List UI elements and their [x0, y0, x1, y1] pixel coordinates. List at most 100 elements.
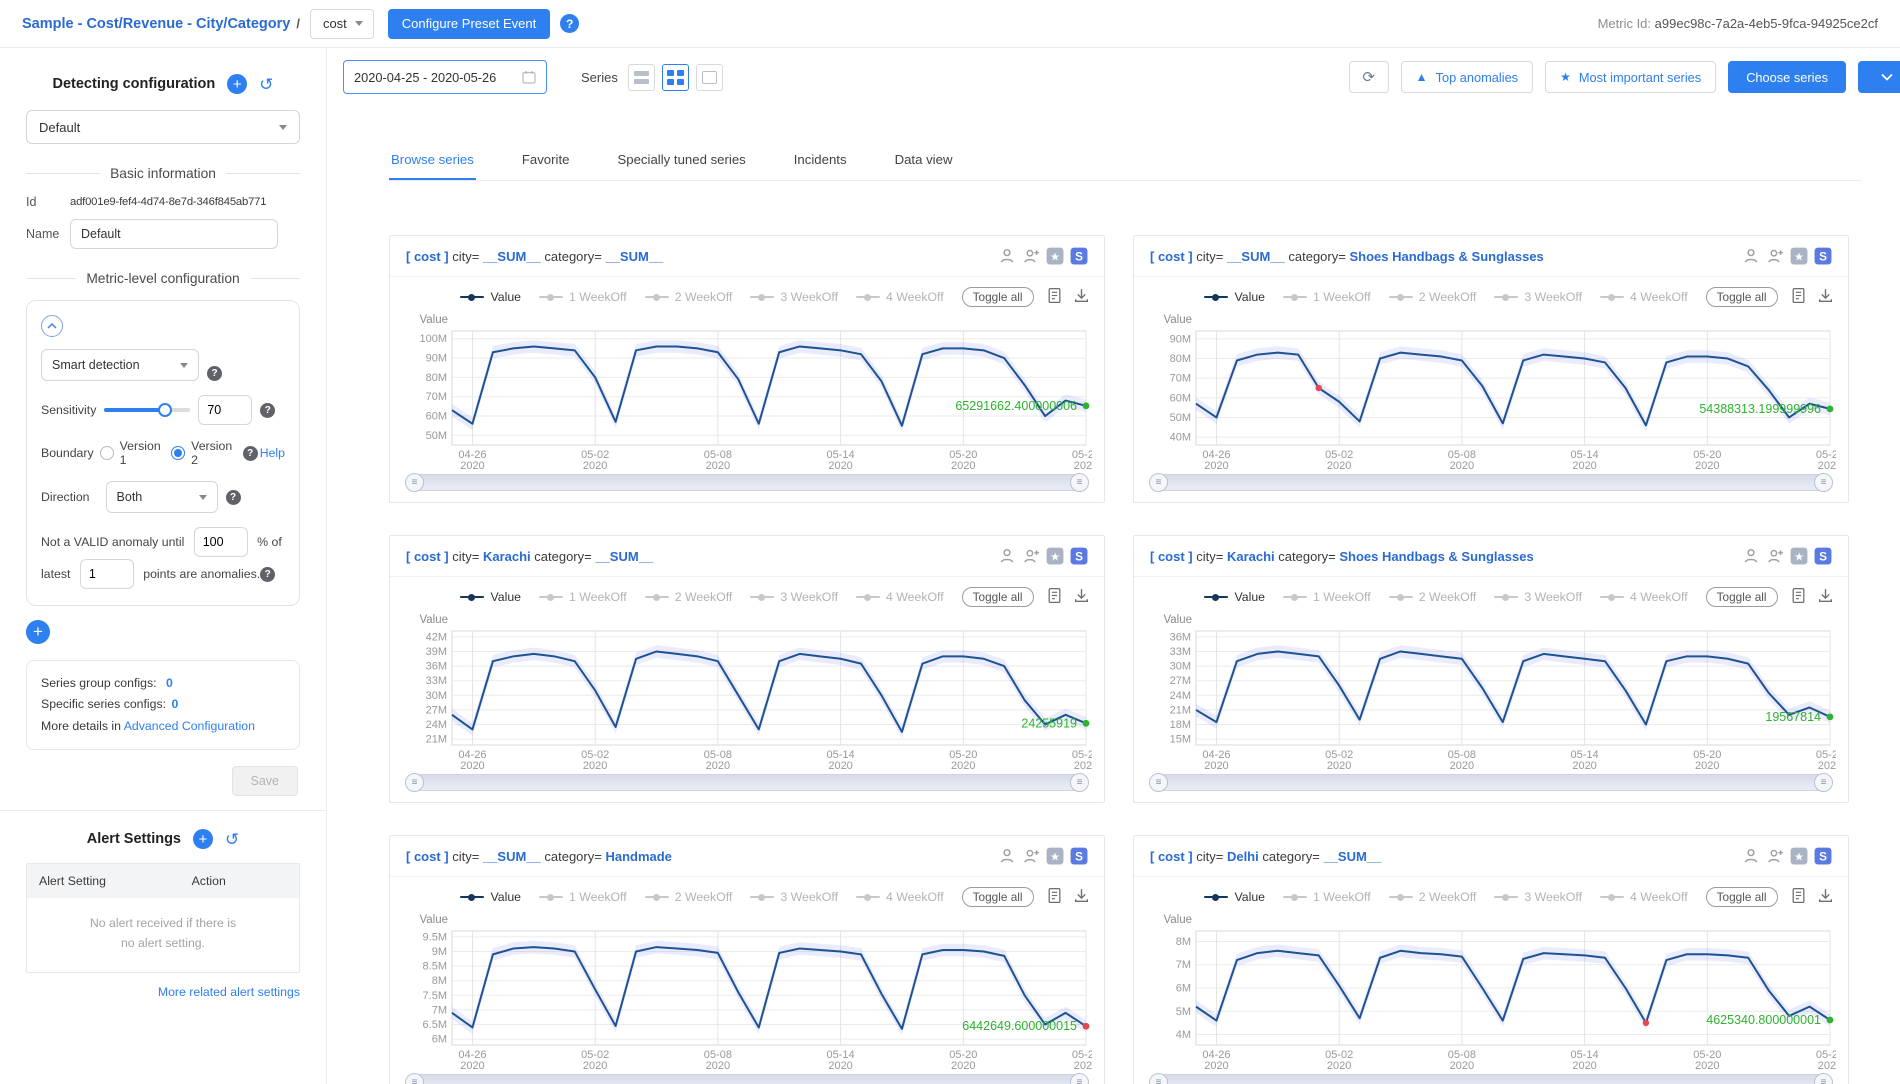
chart-scrollbar[interactable]: ≡ ≡ — [1149, 473, 1833, 492]
person-add-icon[interactable] — [1766, 247, 1784, 265]
person-add-icon[interactable] — [1766, 847, 1784, 865]
person-add-icon[interactable] — [1022, 247, 1040, 265]
chart-plot[interactable]: Value 100M 90M 80M 70M 60M 50M 04-26 2020 05-02 20… — [404, 311, 1100, 472]
chart-scrollbar[interactable]: ≡ ≡ — [1149, 1073, 1833, 1084]
series-group-count[interactable]: 0 — [165, 675, 173, 690]
series-badge-icon[interactable]: S — [1814, 547, 1832, 565]
series-badge-icon[interactable]: S — [1070, 547, 1088, 565]
tab-specially-tuned-series[interactable]: Specially tuned series — [617, 152, 746, 167]
legend-item[interactable]: 2 WeekOff — [644, 590, 732, 604]
legend-item[interactable]: 2 WeekOff — [644, 890, 732, 904]
history-icon[interactable]: ↺ — [259, 74, 274, 94]
name-field[interactable] — [70, 219, 278, 249]
toggle-all-button[interactable]: Toggle all — [961, 587, 1034, 607]
legend-item[interactable]: 1 WeekOff — [1283, 290, 1371, 304]
legend-item[interactable]: 2 WeekOff — [1388, 890, 1476, 904]
legend-item[interactable]: Value — [1204, 590, 1265, 604]
toggle-all-button[interactable]: Toggle all — [1705, 887, 1778, 907]
scrollbar-handle-icon[interactable]: ≡ — [405, 1073, 424, 1084]
question-icon[interactable]: ? — [225, 489, 241, 505]
legend-item[interactable]: 3 WeekOff — [1494, 890, 1582, 904]
favorite-star-icon[interactable]: ★ — [1790, 247, 1808, 265]
legend-item[interactable]: 4 WeekOff — [1600, 590, 1688, 604]
boundary-version2-radio[interactable] — [171, 446, 186, 460]
data-sheet-icon[interactable] — [1046, 887, 1063, 904]
toggle-all-button[interactable]: Toggle all — [961, 887, 1034, 907]
series-title[interactable]: [ cost ] city= __SUM__ category= __SUM__ — [406, 248, 664, 264]
add-config-icon[interactable]: + — [227, 74, 248, 94]
series-title[interactable]: [ cost ] city= Karachi category= Shoes H… — [1150, 548, 1534, 564]
download-icon[interactable] — [1817, 887, 1834, 904]
tab-data-view[interactable]: Data view — [894, 152, 953, 167]
top-anomalies-button[interactable]: ▲ Top anomalies — [1400, 61, 1534, 93]
chart-plot[interactable]: Value 9.5M 9M 8.5M 8M 7.5M 7M 6.5M 6M 04-26 2020 05… — [404, 911, 1100, 1072]
chart-scrollbar[interactable]: ≡ ≡ — [1149, 773, 1833, 792]
scrollbar-handle-icon[interactable]: ≡ — [1149, 1073, 1168, 1084]
grid-layout-button[interactable] — [661, 63, 689, 91]
chart-plot[interactable]: Value 36M 33M 30M 27M 24M 21M 18M 15M 04-26 2020 05… — [1148, 611, 1844, 772]
question-icon[interactable]: ? — [207, 366, 222, 381]
tab-favorite[interactable]: Favorite — [521, 152, 570, 167]
feedback-person-icon[interactable] — [998, 847, 1016, 865]
person-add-icon[interactable] — [1022, 547, 1040, 565]
direction-select[interactable]: Both — [105, 481, 218, 513]
collapse-icon[interactable] — [41, 315, 63, 337]
legend-item[interactable]: 1 WeekOff — [1283, 590, 1371, 604]
legend-item[interactable]: 4 WeekOff — [856, 590, 944, 604]
legend-item[interactable]: Value — [1204, 890, 1265, 904]
legend-item[interactable]: Value — [1204, 290, 1265, 304]
add-alert-icon[interactable]: + — [193, 829, 213, 850]
question-icon[interactable]: ? — [260, 402, 276, 418]
series-badge-icon[interactable]: S — [1070, 247, 1088, 265]
legend-item[interactable]: 2 WeekOff — [1388, 290, 1476, 304]
download-icon[interactable] — [1817, 587, 1834, 604]
chart-scrollbar[interactable]: ≡ ≡ — [405, 473, 1089, 492]
series-badge-icon[interactable]: S — [1814, 247, 1832, 265]
toggle-all-button[interactable]: Toggle all — [1705, 587, 1778, 607]
legend-item[interactable]: 1 WeekOff — [539, 590, 627, 604]
more-alert-settings-link[interactable]: More related alert settings — [157, 984, 300, 999]
scrollbar-handle-icon[interactable]: ≡ — [1070, 773, 1089, 792]
legend-item[interactable]: 4 WeekOff — [1600, 290, 1688, 304]
metric-selector[interactable]: cost — [309, 8, 374, 39]
scrollbar-handle-icon[interactable]: ≡ — [1070, 473, 1089, 492]
configure-preset-event-button[interactable]: Configure Preset Event — [387, 8, 551, 39]
data-sheet-icon[interactable] — [1790, 587, 1807, 604]
chart-scrollbar[interactable]: ≡ ≡ — [405, 1073, 1089, 1084]
feedback-person-icon[interactable] — [1742, 547, 1760, 565]
legend-item[interactable]: 3 WeekOff — [750, 590, 838, 604]
more-actions-dropdown-button[interactable] — [1858, 61, 1900, 93]
config-select[interactable]: Default — [26, 110, 300, 144]
feedback-person-icon[interactable] — [1742, 847, 1760, 865]
legend-item[interactable]: 3 WeekOff — [1494, 290, 1582, 304]
help-icon[interactable]: ? — [560, 14, 580, 33]
tab-incidents[interactable]: Incidents — [793, 152, 847, 167]
scrollbar-handle-icon[interactable]: ≡ — [405, 473, 424, 492]
data-sheet-icon[interactable] — [1046, 587, 1063, 604]
detection-type-select[interactable]: Smart detection — [41, 349, 199, 381]
scrollbar-handle-icon[interactable]: ≡ — [1070, 1073, 1089, 1084]
advanced-configuration-link[interactable]: Advanced Configuration — [123, 718, 255, 733]
boundary-version1-radio[interactable] — [99, 446, 114, 460]
choose-series-button[interactable]: Choose series — [1728, 61, 1846, 93]
scrollbar-handle-icon[interactable]: ≡ — [1814, 473, 1833, 492]
add-series-config-icon[interactable]: + — [26, 619, 50, 644]
valid-points-input[interactable] — [79, 558, 134, 589]
specific-series-count[interactable]: 0 — [171, 697, 179, 712]
feedback-person-icon[interactable] — [998, 247, 1016, 265]
series-title[interactable]: [ cost ] city= __SUM__ category= Shoes H… — [1150, 248, 1544, 264]
question-icon[interactable]: ? — [242, 445, 258, 461]
favorite-star-icon[interactable]: ★ — [1790, 847, 1808, 865]
person-add-icon[interactable] — [1022, 847, 1040, 865]
legend-item[interactable]: 3 WeekOff — [750, 290, 838, 304]
toggle-all-button[interactable]: Toggle all — [1705, 287, 1778, 307]
legend-item[interactable]: 1 WeekOff — [1283, 890, 1371, 904]
legend-item[interactable]: Value — [460, 590, 521, 604]
breadcrumb[interactable]: Sample - Cost/Revenue - City/Category — [22, 15, 291, 32]
favorite-star-icon[interactable]: ★ — [1046, 547, 1064, 565]
single-chart-layout-button[interactable] — [695, 63, 723, 91]
legend-item[interactable]: 1 WeekOff — [539, 890, 627, 904]
sensitivity-slider[interactable] — [104, 403, 191, 417]
date-range-picker[interactable]: 2020-04-25 - 2020-05-26 — [343, 60, 547, 94]
data-sheet-icon[interactable] — [1046, 287, 1063, 304]
